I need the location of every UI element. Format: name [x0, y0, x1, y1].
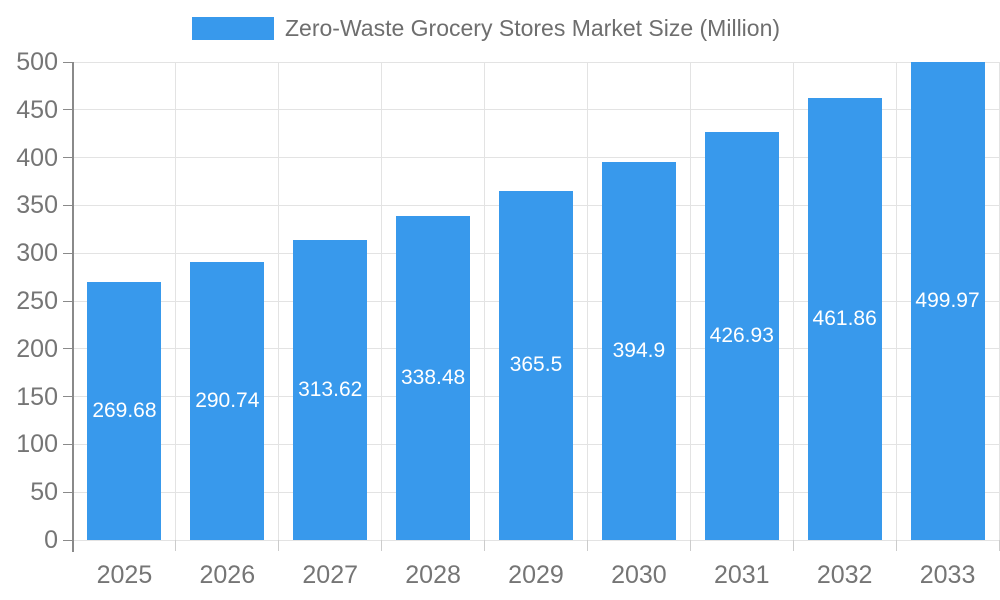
bar[interactable]	[704, 131, 779, 540]
bar[interactable]	[601, 162, 676, 540]
y-axis-tick	[63, 300, 73, 302]
x-tick-label: 2027	[302, 561, 359, 589]
y-tick-label: 150	[16, 382, 58, 411]
y-axis-tick	[63, 61, 73, 63]
h-gridline	[73, 61, 999, 63]
y-tick-label: 100	[16, 430, 58, 459]
bar[interactable]	[807, 98, 882, 540]
y-axis-tick	[63, 396, 73, 398]
x-tick-label: 2032	[816, 561, 873, 589]
bar[interactable]	[87, 282, 162, 540]
h-gridline	[73, 109, 999, 111]
y-axis-line	[72, 62, 74, 552]
y-tick-label: 250	[16, 287, 58, 315]
bar[interactable]	[910, 62, 985, 540]
y-axis-tick	[63, 109, 73, 111]
legend-item[interactable]: Zero-Waste Grocery Stores Market Size (M…	[192, 13, 780, 43]
x-axis-tick	[895, 540, 897, 551]
x-tick-label: 2033	[919, 561, 976, 589]
y-axis-tick	[63, 491, 73, 493]
v-gridline	[175, 62, 177, 540]
y-axis-tick	[63, 157, 73, 159]
x-axis-tick	[586, 540, 588, 551]
legend-label: Zero-Waste Grocery Stores Market Size (M…	[285, 15, 781, 41]
y-tick-label: 450	[16, 95, 58, 124]
y-axis-tick	[63, 252, 73, 254]
x-axis-tick	[484, 540, 486, 551]
x-axis-tick	[689, 540, 691, 551]
y-axis-tick	[63, 443, 73, 445]
v-gridline	[381, 62, 383, 540]
x-tick-label: 2028	[405, 561, 461, 589]
bar[interactable]	[190, 262, 265, 540]
v-gridline	[792, 62, 794, 540]
x-tick-label: 2025	[96, 561, 153, 589]
legend-swatch	[192, 16, 274, 40]
y-tick-label: 300	[16, 239, 58, 268]
h-gridline	[73, 539, 999, 541]
y-tick-label: 200	[16, 334, 58, 363]
x-tick-label: 2030	[611, 561, 667, 589]
y-tick-label: 500	[16, 48, 58, 76]
x-tick-label: 2031	[713, 561, 770, 589]
x-axis-tick	[175, 540, 177, 551]
chart-legend: Zero-Waste Grocery Stores Market Size (M…	[0, 0, 1000, 52]
y-axis-tick	[63, 539, 73, 541]
x-axis-tick	[381, 540, 383, 551]
bar[interactable]	[293, 240, 368, 540]
x-axis-tick	[998, 540, 1000, 551]
y-axis-tick	[63, 348, 73, 350]
y-tick-label: 400	[16, 143, 58, 172]
bar[interactable]	[499, 190, 573, 540]
x-tick-label: 2029	[508, 561, 564, 589]
x-axis-tick	[278, 540, 280, 551]
y-tick-label: 50	[30, 478, 58, 507]
y-axis-tick	[63, 204, 73, 206]
x-tick-label: 2026	[199, 561, 256, 589]
v-gridline	[895, 62, 897, 540]
y-tick-label: 0	[44, 526, 58, 554]
x-axis-tick	[792, 540, 794, 551]
v-gridline	[689, 62, 691, 540]
v-gridline	[484, 62, 486, 540]
bar[interactable]	[396, 216, 471, 540]
v-gridline	[998, 62, 1000, 540]
v-gridline	[586, 62, 588, 540]
y-tick-label: 350	[16, 191, 58, 220]
v-gridline	[278, 62, 280, 540]
h-gridline	[73, 157, 999, 159]
